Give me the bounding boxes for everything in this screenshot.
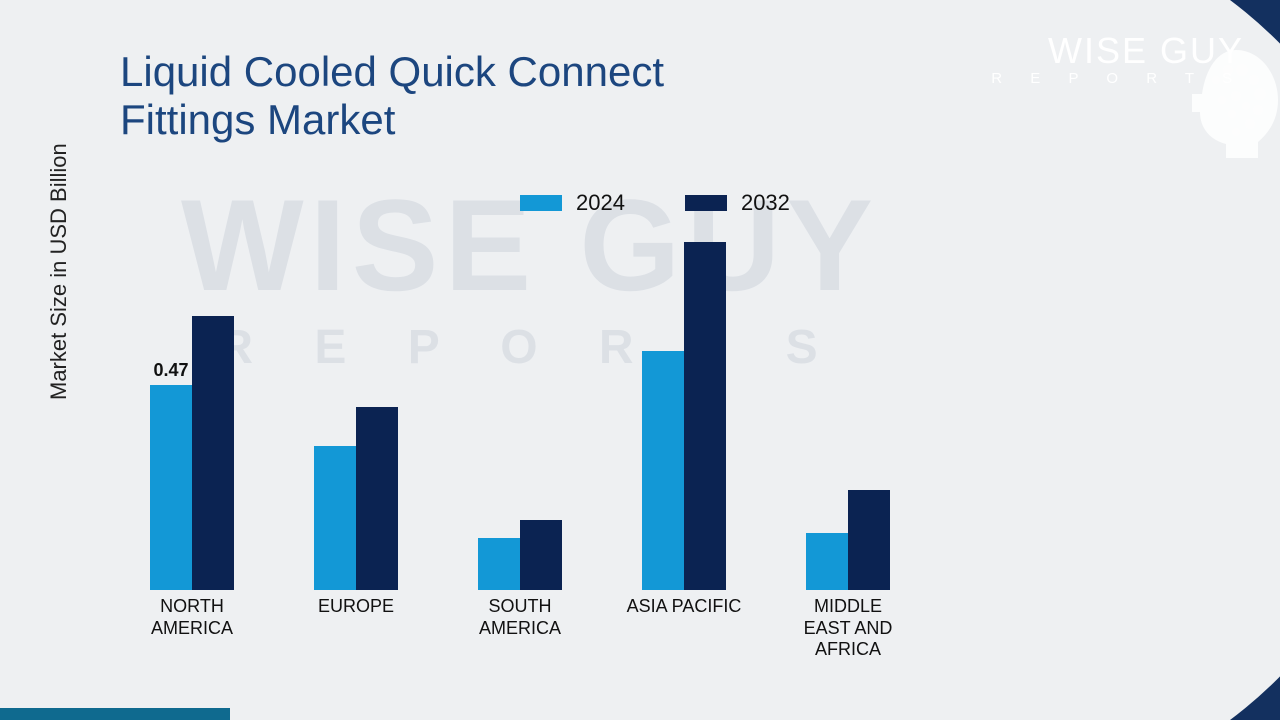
- bar: [520, 520, 562, 590]
- bar: [684, 242, 726, 590]
- brand-logo: WISE GUY R E P O R T S: [991, 30, 1244, 87]
- bar: [848, 490, 890, 590]
- bar: [642, 351, 684, 590]
- bar: [356, 407, 398, 590]
- bar-value-label: 0.47: [153, 360, 188, 381]
- brand-line2: R E P O R T S: [991, 70, 1244, 87]
- category-label: MIDDLE EAST AND AFRICA: [788, 596, 908, 661]
- category-label: EUROPE: [296, 596, 416, 618]
- legend-swatch: [520, 195, 562, 211]
- bar: [478, 538, 520, 590]
- bar: [192, 316, 234, 590]
- brand-line1: WISE GUY: [991, 30, 1244, 72]
- category-label: SOUTH AMERICA: [460, 596, 580, 639]
- category-label: NORTH AMERICA: [132, 596, 252, 639]
- bar: [150, 385, 192, 590]
- chart-area: 0.47: [110, 220, 930, 590]
- chart-title: Liquid Cooled Quick Connect Fittings Mar…: [120, 48, 800, 145]
- legend: 2024 2032: [520, 190, 790, 216]
- legend-label: 2032: [741, 190, 790, 216]
- legend-label: 2024: [576, 190, 625, 216]
- legend-item: 2024: [520, 190, 625, 216]
- stage: WISE GUY R E P O R T S WISE GUY R E P O …: [0, 0, 1280, 720]
- footer-accent-bar: [0, 708, 230, 720]
- category-label: ASIA PACIFIC: [624, 596, 744, 618]
- bar: [806, 533, 848, 590]
- y-axis-label: Market Size in USD Billion: [46, 143, 72, 400]
- legend-item: 2032: [685, 190, 790, 216]
- bar: [314, 446, 356, 590]
- legend-swatch: [685, 195, 727, 211]
